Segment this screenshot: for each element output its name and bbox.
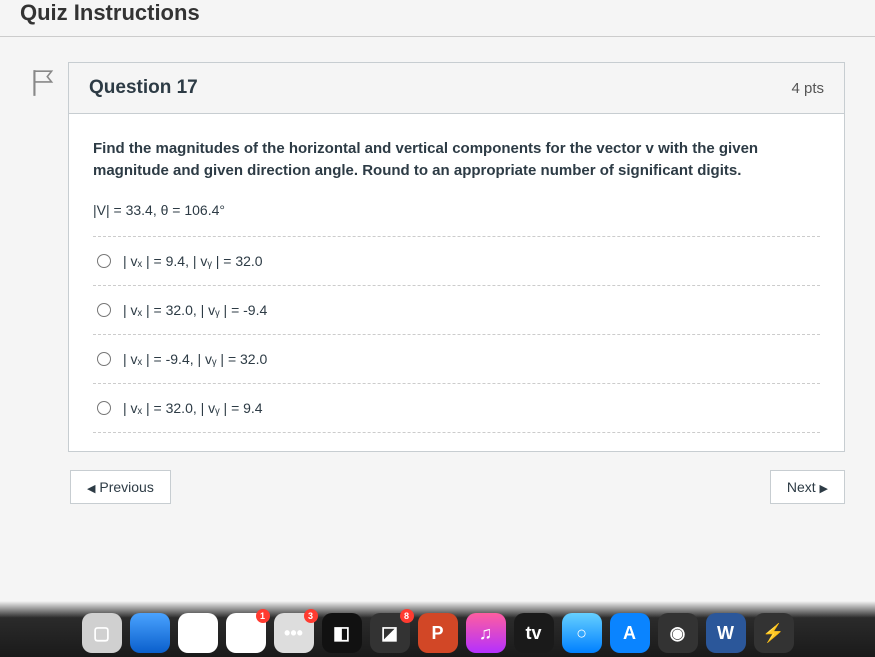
option-radio-3[interactable] [97,401,111,415]
browser-icon[interactable]: ○ [562,613,602,653]
messages-icon[interactable]: •••3 [274,613,314,653]
option-label-0: | vₓ | = 9.4, | vᵧ | = 32.0 [123,253,263,269]
powerpoint-icon[interactable]: P [418,613,458,653]
music-icon[interactable]: ♫ [466,613,506,653]
dock-badge: 1 [256,609,270,623]
question-given: |V| = 33.4, θ = 106.4° [93,202,820,218]
app3-icon[interactable]: ◪8 [370,613,410,653]
tv-icon[interactable]: tv [514,613,554,653]
options-list: | vₓ | = 9.4, | vᵧ | = 32.0 | vₓ | = 32.… [93,236,820,433]
option-2[interactable]: | vₓ | = -9.4, | vᵧ | = 32.0 [93,335,820,384]
previous-label: Previous [99,479,153,495]
dock: ▢ ✿1•••3◧◪8P♫tv○A◉W⚡ [0,601,875,657]
option-0[interactable]: | vₓ | = 9.4, | vᵧ | = 32.0 [93,237,820,286]
question-body: Find the magnitudes of the horizontal an… [69,114,844,451]
next-label: Next [787,479,816,495]
arrow-right-icon: ▶ [820,483,828,495]
question-points: 4 pts [791,80,824,97]
arrow-left-icon: ◀ [87,483,95,495]
dock-badge: 8 [400,609,414,623]
option-label-3: | vₓ | = 32.0, | vᵧ | = 9.4 [123,400,263,416]
option-3[interactable]: | vₓ | = 32.0, | vᵧ | = 9.4 [93,384,820,433]
appstore-icon[interactable]: A [610,613,650,653]
option-radio-0[interactable] [97,254,111,268]
option-label-2: | vₓ | = -9.4, | vᵧ | = 32.0 [123,351,267,367]
app-icon[interactable] [178,613,218,653]
word-icon[interactable]: W [706,613,746,653]
app5-icon[interactable]: ⚡ [754,613,794,653]
option-label-1: | vₓ | = 32.0, | vᵧ | = -9.4 [123,302,267,318]
question-title: Question 17 [89,77,198,99]
dock-badge: 3 [304,609,318,623]
option-radio-2[interactable] [97,352,111,366]
question-wrap: Question 17 4 pts Find the magnitudes of… [0,62,875,452]
photos-icon[interactable]: ✿1 [226,613,266,653]
option-1[interactable]: | vₓ | = 32.0, | vᵧ | = -9.4 [93,286,820,335]
app4-icon[interactable]: ◉ [658,613,698,653]
option-radio-1[interactable] [97,303,111,317]
page-header: Quiz Instructions [0,0,875,37]
question-prompt: Find the magnitudes of the horizontal an… [93,138,820,182]
previous-button[interactable]: ◀ Previous [70,470,171,504]
nav-buttons: ◀ Previous Next ▶ [0,470,875,504]
safari-icon[interactable] [130,613,170,653]
next-button[interactable]: Next ▶ [770,470,845,504]
question-card: Question 17 4 pts Find the magnitudes of… [68,62,845,452]
app2-icon[interactable]: ◧ [322,613,362,653]
question-header: Question 17 4 pts [69,63,844,114]
flag-icon[interactable] [30,68,56,98]
finder-icon[interactable]: ▢ [82,613,122,653]
